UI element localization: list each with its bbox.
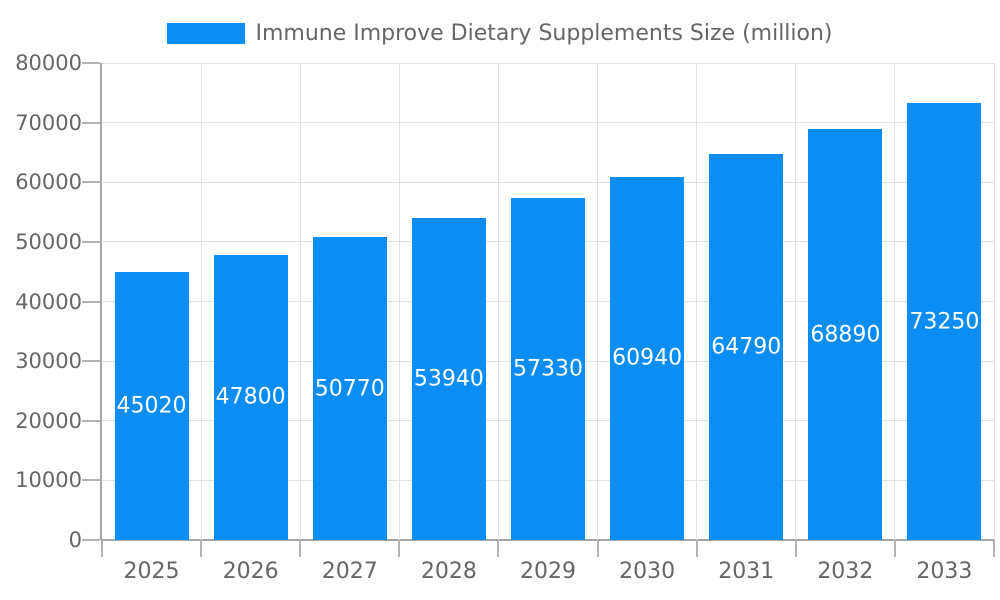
x-axis-tick-label: 2025 (123, 559, 180, 584)
x-axis-tick (893, 540, 896, 557)
x-axis-tick (299, 540, 302, 557)
y-axis-tick-label: 80000 (15, 51, 82, 75)
bar-value-label: 50770 (314, 376, 385, 402)
x-axis-line (102, 539, 994, 541)
bar-value-label: 64790 (711, 334, 782, 360)
x-axis-tick-label: 2028 (420, 559, 477, 584)
x-axis-tick-label: 2030 (619, 559, 676, 584)
gridline-horizontal (102, 122, 994, 124)
bar-2026[interactable]: 47800 (213, 254, 288, 540)
x-axis-tick (596, 540, 599, 557)
bar-value-label: 60940 (612, 345, 683, 371)
y-axis-tick-label: 20000 (15, 408, 82, 433)
bar-2028[interactable]: 53940 (411, 218, 486, 540)
gridline-vertical (993, 63, 995, 540)
y-axis-tick-label: 50000 (15, 229, 82, 254)
y-axis-tick (82, 62, 100, 64)
x-axis-tick (200, 540, 203, 557)
bar-value-label: 53940 (413, 366, 484, 392)
bar-value-label: 57330 (513, 356, 583, 382)
x-axis-tick-label: 2029 (519, 559, 576, 584)
y-axis-tick-label: 70000 (15, 110, 82, 135)
bar-2031[interactable]: 64790 (709, 153, 784, 540)
x-axis-tick-label: 2032 (817, 559, 874, 584)
gridline-vertical (497, 63, 499, 540)
bar-2029[interactable]: 57330 (511, 198, 585, 540)
gridline-vertical (894, 63, 896, 540)
bar-value-label: 47800 (215, 384, 286, 410)
y-axis-tick-label: 60000 (15, 170, 82, 195)
y-axis-tick (82, 121, 100, 124)
x-axis-tick (497, 540, 500, 557)
y-axis-tick (82, 360, 100, 363)
gridline-horizontal (102, 62, 994, 64)
gridline-horizontal (102, 181, 994, 183)
bar-value-label: 68890 (810, 322, 881, 348)
x-axis-tick (993, 540, 995, 557)
bar-2025[interactable]: 45020 (114, 271, 189, 540)
bar-2030[interactable]: 60940 (610, 176, 685, 540)
y-axis-tick-label: 10000 (15, 468, 82, 493)
y-axis-tick-label: 0 (68, 528, 82, 552)
y-axis-tick (82, 300, 100, 303)
y-axis-tick (82, 240, 100, 243)
gridline-vertical (795, 63, 797, 540)
x-axis-tick-label: 2026 (222, 559, 279, 584)
x-axis-tick (101, 540, 103, 557)
gridline-vertical (696, 63, 698, 540)
y-axis-line (100, 63, 102, 540)
y-axis-tick-label: 30000 (15, 349, 82, 374)
legend-item[interactable]: Immune Improve Dietary Supplements Size … (0, 21, 1000, 46)
bar-2032[interactable]: 68890 (808, 129, 883, 540)
gridline-vertical (398, 63, 400, 540)
x-axis-tick (695, 540, 698, 557)
gridline-vertical (200, 63, 202, 540)
x-axis-tick-label: 2031 (718, 559, 775, 584)
x-axis-tick-label: 2033 (916, 559, 973, 584)
x-axis-tick-label: 2027 (321, 559, 378, 584)
y-axis-tick (82, 479, 100, 482)
bar-value-label: 45020 (116, 393, 187, 419)
y-axis-tick (82, 539, 100, 541)
plot-area: 0 10000 20000 30000 40000 50000 60000 70000 8000… (15, 51, 995, 584)
y-axis-tick (82, 419, 100, 422)
x-axis-tick (398, 540, 401, 557)
x-axis-tick (794, 540, 797, 557)
legend-label: Immune Improve Dietary Supplements Size … (255, 21, 833, 46)
y-axis-tick (82, 181, 100, 184)
gridline-vertical (299, 63, 301, 540)
bar-value-label: 73250 (909, 309, 980, 335)
bar-2033[interactable]: 73250 (907, 103, 982, 540)
y-axis-tick-label: 40000 (15, 289, 82, 314)
gridline-vertical (597, 63, 599, 540)
legend-swatch (167, 23, 246, 44)
bar-2027[interactable]: 50770 (312, 237, 387, 540)
